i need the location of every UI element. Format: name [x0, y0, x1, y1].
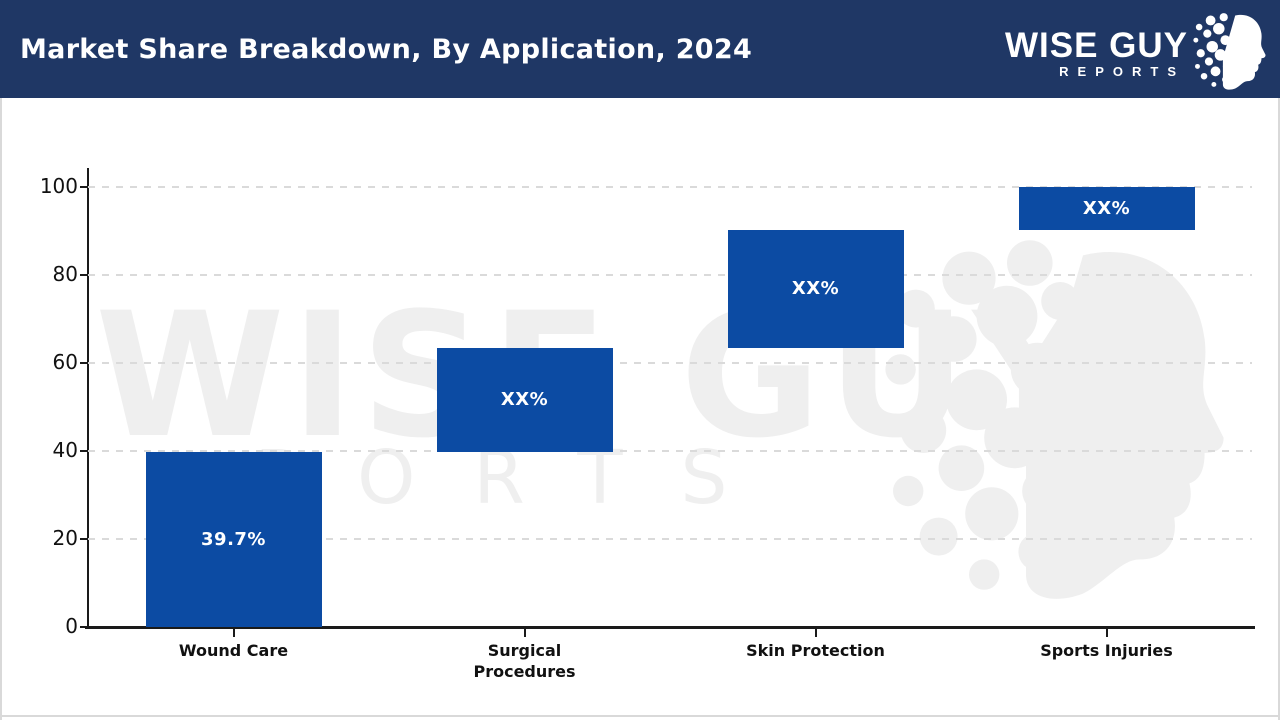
x-category-label: Surgical Procedures: [473, 641, 576, 681]
gridline: [88, 450, 1252, 452]
wiseguy-logo: WISE GUY REPORTS: [998, 4, 1268, 94]
logo-text: WISE GUY: [1004, 26, 1188, 65]
x-category-label: Skin Protection: [746, 641, 885, 660]
y-tick-mark: [80, 626, 88, 628]
bar-skin-protection: XX%: [727, 230, 904, 348]
page-border-bottom: [0, 715, 1280, 717]
gridline: [88, 186, 1252, 188]
y-tick-mark: [80, 450, 88, 452]
gridline: [88, 274, 1252, 276]
x-tick-mark: [1105, 629, 1108, 637]
y-tick-mark: [80, 538, 88, 540]
logo-head-icon: [1193, 13, 1266, 90]
watermark-head-icon: [885, 240, 1224, 599]
y-tick-label: 80: [52, 262, 78, 286]
y-tick-label: 100: [39, 174, 78, 198]
gridline: [88, 538, 1252, 540]
y-tick-label: 20: [52, 526, 78, 550]
y-tick-label: 60: [52, 350, 78, 374]
x-category-label: Wound Care: [178, 641, 289, 660]
y-axis-line: [87, 168, 89, 628]
gridline: [88, 362, 1252, 364]
page-title: Market Share Breakdown, By Application, …: [20, 33, 753, 65]
x-tick-mark: [232, 629, 235, 637]
bar-wound-care: 39.7%: [145, 452, 322, 627]
y-tick-mark: [80, 274, 88, 276]
y-tick-mark: [80, 186, 88, 188]
bar-value-label: XX%: [500, 389, 549, 411]
y-tick-label: 0: [65, 614, 78, 638]
header-bar: Market Share Breakdown, By Application, …: [0, 0, 1280, 98]
page-border-right: [1278, 98, 1280, 720]
bar-value-label: XX%: [791, 278, 840, 300]
x-tick-mark: [523, 629, 526, 637]
bar-value-label: XX%: [1082, 198, 1131, 220]
page-border-left: [0, 98, 2, 720]
x-category-label: Sports Injuries: [1040, 641, 1173, 660]
x-tick-mark: [814, 629, 817, 637]
y-tick-label: 40: [52, 438, 78, 462]
bar-surgical-procedures: XX%: [436, 347, 613, 453]
bar-value-label: 39.7%: [201, 529, 266, 551]
logo-subtext: REPORTS: [1059, 64, 1185, 79]
bar-sports-injuries: XX%: [1018, 187, 1195, 231]
x-axis-line: [85, 626, 1255, 629]
y-tick-mark: [80, 362, 88, 364]
